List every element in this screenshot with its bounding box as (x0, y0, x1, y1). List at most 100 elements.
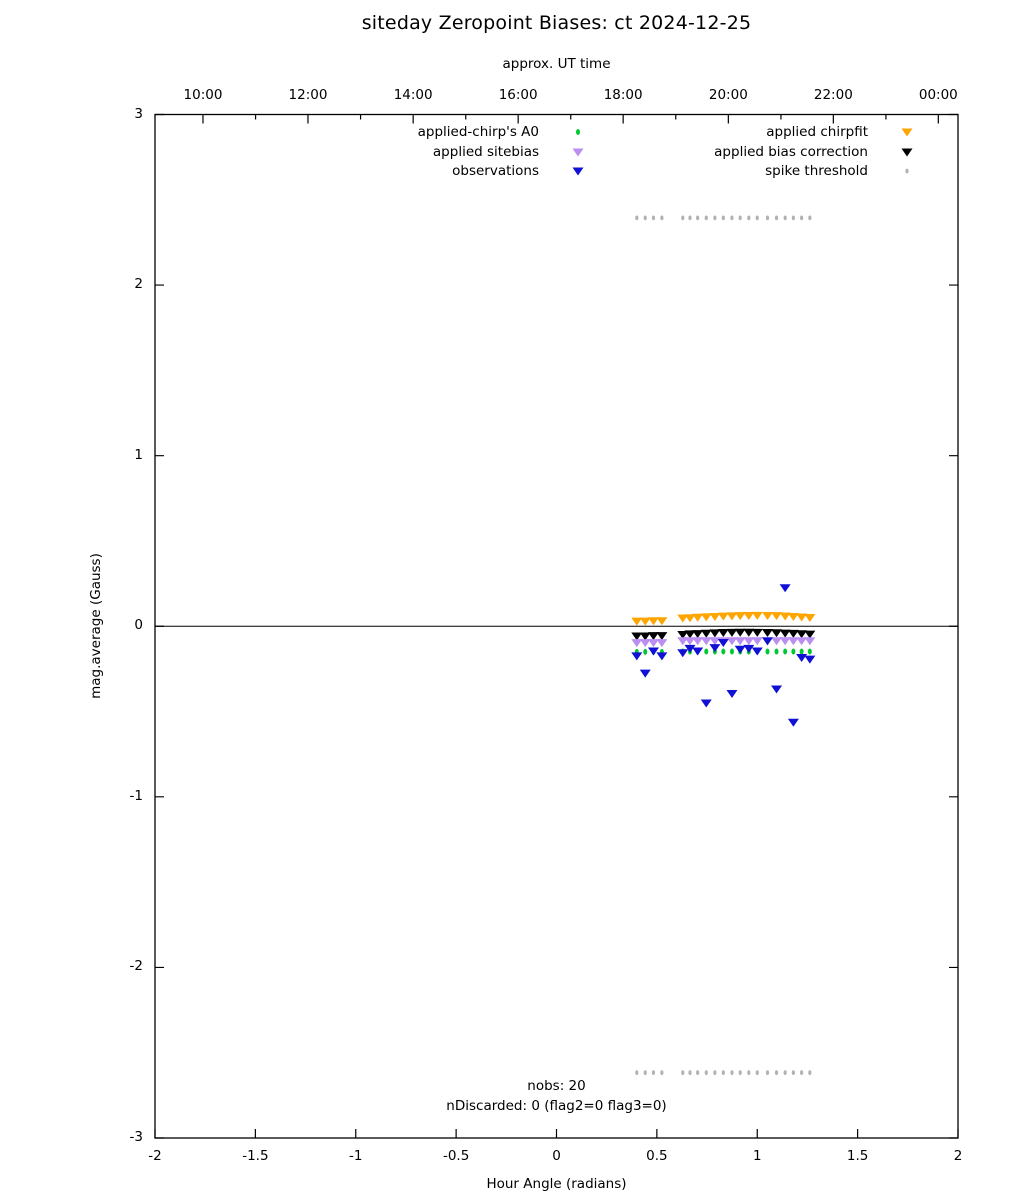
data-point (713, 215, 717, 221)
ut-tick-label: 16:00 (498, 87, 538, 103)
y-tick-label: 2 (134, 276, 143, 293)
data-point (651, 215, 656, 221)
data-point (647, 647, 659, 656)
x-tick-label: -1 (349, 1148, 363, 1164)
data-point (684, 637, 696, 646)
y-tick-label: 1 (134, 446, 143, 463)
data-point (635, 215, 639, 221)
ut-tick-label: 14:00 (393, 87, 433, 103)
data-point (796, 613, 808, 622)
data-point (677, 649, 689, 658)
data-point (791, 215, 795, 221)
data-point (713, 1070, 717, 1076)
data-point (643, 648, 648, 655)
data-point (730, 215, 734, 221)
data-point (796, 630, 808, 639)
data-point (808, 1070, 812, 1076)
data-point (709, 637, 721, 646)
data-point (734, 645, 746, 654)
data-point (729, 648, 734, 655)
data-point (656, 639, 668, 648)
x-tick-label: 1 (752, 1148, 762, 1164)
data-point (639, 669, 651, 678)
data-point (631, 652, 643, 661)
data-point (779, 612, 791, 621)
chart-title: siteday Zeropoint Biases: ct 2024-12-25 (361, 12, 752, 34)
data-point (639, 632, 651, 641)
legend-label: observations (452, 163, 539, 179)
legend-item: applied bias correction (714, 142, 918, 162)
y-tick-label: -2 (129, 958, 143, 975)
data-point (692, 637, 704, 646)
data-point (774, 215, 779, 221)
x-tick-label: -1.5 (242, 1148, 269, 1164)
data-point (761, 637, 773, 646)
data-point (726, 612, 738, 621)
data-point (692, 647, 704, 656)
triangle-down-icon (896, 146, 918, 158)
x-axis-label: Hour Angle (radians) (486, 1176, 627, 1192)
data-point (771, 612, 783, 621)
x-tick-label: 0 (552, 1148, 561, 1164)
ut-tick-label: 20:00 (708, 87, 748, 103)
data-point (761, 612, 773, 621)
data-point (684, 614, 696, 623)
legend-marker (901, 148, 913, 156)
data-point (743, 612, 755, 621)
data-point (771, 637, 783, 646)
legend-item: applied-chirp's A0 (418, 122, 589, 142)
data-point (779, 584, 791, 593)
data-point (677, 630, 689, 639)
y-tick-label: -3 (129, 1129, 143, 1145)
data-point (717, 629, 729, 638)
data-point (761, 629, 773, 638)
data-point (738, 1070, 742, 1076)
data-point (639, 639, 651, 648)
legend-label: applied-chirp's A0 (417, 124, 539, 140)
legend-marker (905, 168, 909, 174)
x-tick-label: -2 (148, 1148, 162, 1164)
data-point (721, 648, 726, 655)
triangle-down-icon (896, 126, 918, 138)
data-point (738, 215, 742, 221)
data-point (656, 617, 668, 626)
data-point (651, 1070, 656, 1076)
legend-item: spike threshold (765, 161, 918, 181)
data-point (751, 611, 763, 620)
triangle-down-icon (567, 165, 589, 177)
ndiscarded-annotation: nDiscarded: 0 (flag2=0 flag3=0) (446, 1098, 667, 1114)
top-axis-label: approx. UT time (502, 56, 611, 72)
data-point (783, 1070, 787, 1076)
x-tick-label: 2 (953, 1148, 963, 1164)
data-point (734, 628, 746, 637)
ut-tick-label: 12:00 (288, 87, 328, 103)
data-point (677, 637, 689, 646)
data-point (783, 215, 787, 221)
data-point (783, 648, 788, 655)
data-point (681, 1070, 685, 1076)
data-point (709, 613, 721, 622)
data-point (688, 215, 692, 221)
data-point (734, 637, 746, 646)
data-point (643, 215, 647, 221)
data-point (743, 637, 755, 646)
data-point (726, 689, 738, 698)
data-point (647, 632, 659, 641)
data-point (684, 630, 696, 639)
data-point (721, 215, 725, 221)
data-point (804, 637, 816, 646)
data-point (743, 644, 755, 653)
data-point (791, 1070, 795, 1076)
ut-tick-label: 22:00 (813, 87, 853, 103)
dot-icon (567, 126, 589, 138)
data-point (647, 617, 659, 626)
data-point (751, 628, 763, 637)
data-point (771, 629, 783, 638)
data-point (804, 655, 816, 664)
data-point (692, 613, 704, 622)
data-point (796, 653, 808, 662)
x-tick-label: 0.5 (646, 1148, 668, 1164)
triangle-down-icon (567, 146, 589, 158)
data-point (751, 647, 763, 656)
